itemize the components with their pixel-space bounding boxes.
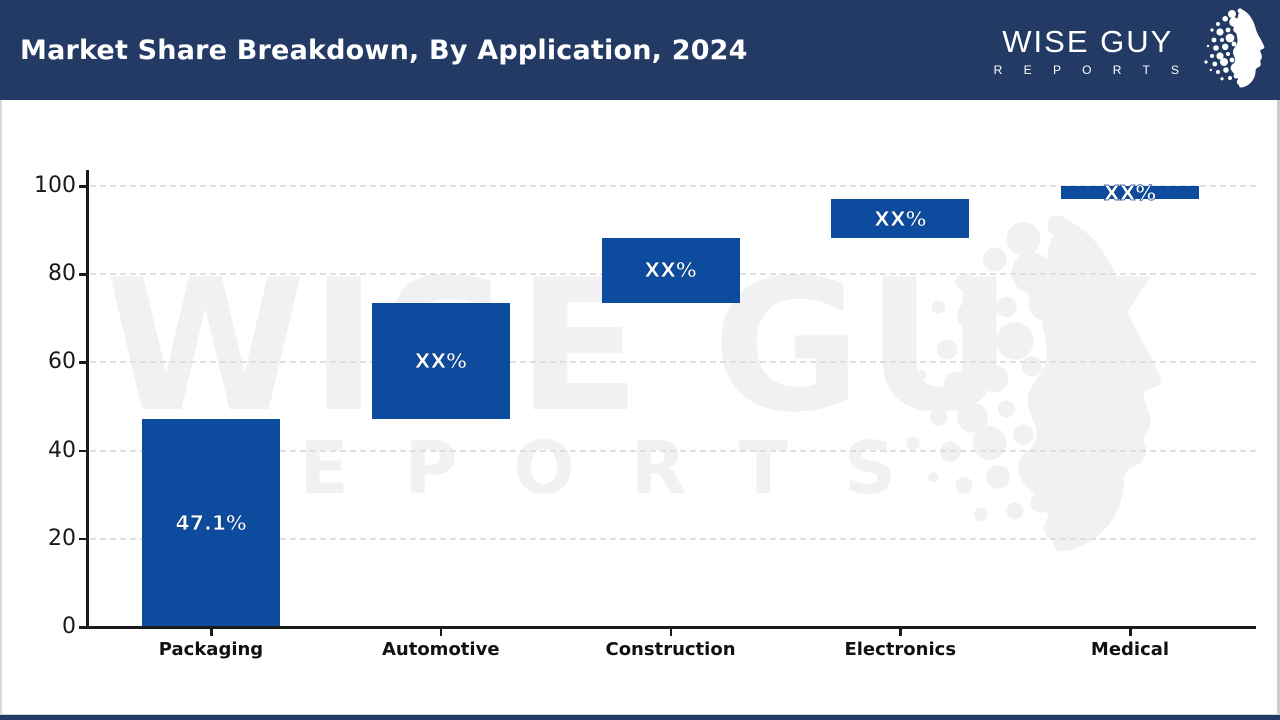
x-tick-automotive xyxy=(439,628,443,636)
x-tick-label-packaging: Packaging xyxy=(158,639,264,660)
right-edge-border xyxy=(1277,100,1280,715)
x-tick-packaging xyxy=(210,628,213,636)
page-title: Market Share Breakdown, By Application, … xyxy=(20,34,748,66)
bar-label-packaging: 47.1% xyxy=(175,511,247,536)
bar-label-automotive: XX% xyxy=(414,349,467,374)
y-tick-60 xyxy=(79,361,88,364)
bar-label-medical: XX% xyxy=(1103,180,1157,205)
logo-subtitle: R E P O R T S xyxy=(993,62,1188,77)
y-tick-40 xyxy=(79,449,88,453)
gridline-100 xyxy=(90,185,1256,187)
y-tick-label-80: 80 xyxy=(48,261,76,287)
y-tick-label-100: 100 xyxy=(34,173,76,198)
gridline-40 xyxy=(90,449,1256,452)
watermark-subtitle: REPORTS xyxy=(188,426,952,510)
gridline-60 xyxy=(90,361,1256,364)
y-axis-line xyxy=(86,170,89,629)
wiseguy-head-icon xyxy=(1190,6,1270,94)
footer-bar xyxy=(0,714,1280,720)
bar-label-construction: XX% xyxy=(644,258,697,283)
x-tick-label-automotive: Automotive xyxy=(381,639,500,660)
y-tick-label-20: 20 xyxy=(48,525,76,551)
x-tick-construction xyxy=(669,628,672,636)
y-tick-100 xyxy=(79,185,88,188)
x-tick-electronics xyxy=(899,628,902,636)
x-tick-label-construction: Construction xyxy=(605,639,736,660)
bar-construction xyxy=(601,238,740,303)
x-tick-label-medical: Medical xyxy=(1090,639,1170,660)
x-tick-medical xyxy=(1129,628,1132,636)
x-axis-line xyxy=(86,626,1256,629)
y-tick-0 xyxy=(79,626,88,629)
bar-label-electronics: XX% xyxy=(874,206,927,231)
y-tick-label-40: 40 xyxy=(48,437,76,463)
logo-wordmark: WISE GUY xyxy=(1002,23,1174,59)
bar-medical xyxy=(1061,186,1199,200)
left-edge-border xyxy=(0,100,2,715)
y-tick-20 xyxy=(79,537,88,541)
y-tick-label-60: 60 xyxy=(48,349,76,375)
bar-packaging xyxy=(142,419,280,627)
x-tick-label-electronics: Electronics xyxy=(844,639,957,660)
watermark-head-icon xyxy=(845,205,1185,583)
bar-electronics xyxy=(831,199,970,239)
gridline-20 xyxy=(90,537,1256,540)
wiseguy-logo-text: WISE GUY R E P O R T S xyxy=(988,24,1188,77)
wiseguy-logo: WISE GUY R E P O R T S xyxy=(988,0,1270,100)
bar-automotive xyxy=(371,302,510,420)
y-tick-80 xyxy=(79,273,88,276)
header-bar: Market Share Breakdown, By Application, … xyxy=(0,0,1280,100)
y-tick-label-0: 0 xyxy=(62,614,76,639)
